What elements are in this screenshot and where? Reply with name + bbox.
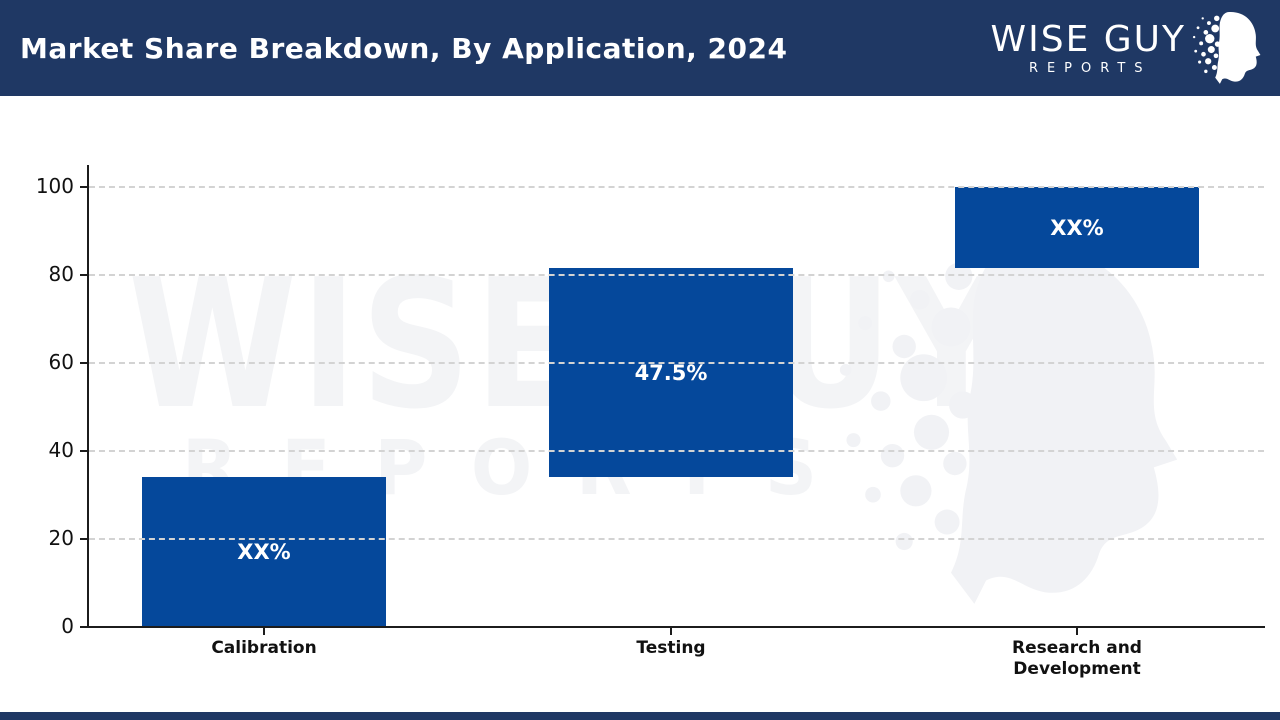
bar-value-label: XX% (1050, 215, 1104, 240)
bar-value-label: 47.5% (634, 360, 708, 385)
y-tick-label: 100 (35, 174, 74, 199)
y-axis (87, 165, 89, 628)
y-tick-label: 20 (48, 526, 74, 551)
gridline-100 (89, 186, 1264, 188)
gridline-20 (89, 538, 1264, 540)
wiseguy-logo: WISE GUY REPORTS (991, 7, 1263, 89)
x-tick-label-2: Testing (636, 638, 706, 658)
y-tick-mark (80, 538, 88, 540)
gridline-40 (89, 450, 1264, 452)
x-tick-label-1: Calibration (211, 638, 317, 658)
bar-research-and-development: XX% (955, 187, 1199, 269)
x-tick-mark (670, 628, 672, 635)
bar-testing: 47.5% (549, 268, 793, 478)
x-axis (87, 626, 1265, 628)
bar-calibration: XX% (142, 477, 386, 627)
x-tick-label-3: Research and Development (1012, 638, 1142, 679)
gridline-60 (89, 362, 1264, 364)
y-tick-label: 60 (48, 350, 74, 375)
x-tick-mark (263, 628, 265, 635)
wiseguy-face-icon (1184, 7, 1262, 89)
header: Market Share Breakdown, By Application, … (0, 0, 1280, 96)
gridline-80 (89, 274, 1264, 276)
logo-text: WISE GUY REPORTS (990, 18, 1187, 76)
y-tick-mark (80, 274, 88, 276)
logo-subtitle: REPORTS (1028, 60, 1152, 76)
y-tick-label: 80 (48, 262, 74, 287)
y-tick-mark (80, 450, 88, 452)
y-tick-label: 0 (61, 614, 74, 639)
logo-wordmark: WISE GUY (990, 18, 1186, 60)
bar-value-label: XX% (237, 540, 291, 565)
chart-title: Market Share Breakdown, By Application, … (20, 31, 788, 65)
x-tick-mark (1076, 628, 1078, 635)
y-tick-label: 40 (48, 438, 74, 463)
footer-bar (0, 712, 1280, 720)
y-tick-mark (80, 626, 88, 628)
y-tick-mark (80, 362, 88, 364)
y-tick-mark (80, 186, 88, 188)
